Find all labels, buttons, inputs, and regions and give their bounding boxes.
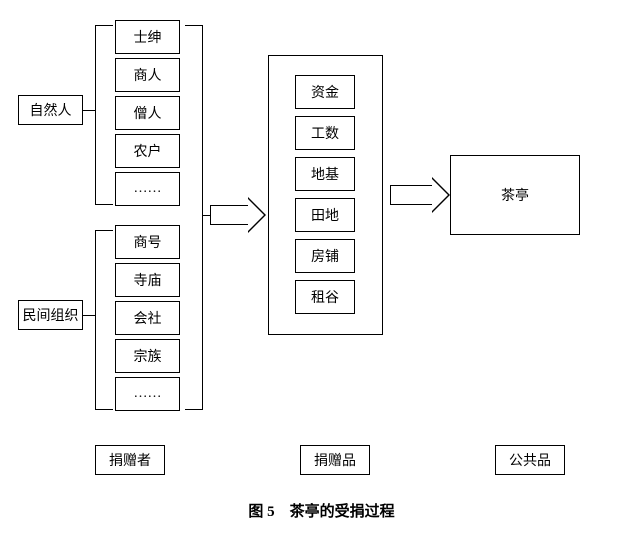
public-good: 茶亭 bbox=[450, 155, 580, 235]
donor-org-0: 商号 bbox=[115, 225, 180, 259]
stub-natural bbox=[83, 110, 95, 111]
donor-natural-0: 士绅 bbox=[115, 20, 180, 54]
category-org: 民间组织 bbox=[18, 300, 83, 330]
donor-natural-2: 僧人 bbox=[115, 96, 180, 130]
stub-to-arrow1 bbox=[203, 215, 210, 216]
donor-natural-3: 农户 bbox=[115, 134, 180, 168]
bottom-label-public: 公共品 bbox=[495, 445, 565, 475]
donor-org-1: 寺庙 bbox=[115, 263, 180, 297]
donor-natural-1: 商人 bbox=[115, 58, 180, 92]
bottom-label-donation: 捐赠品 bbox=[300, 445, 370, 475]
donation-1: 工数 bbox=[295, 116, 355, 150]
category-natural: 自然人 bbox=[18, 95, 83, 125]
donation-5: 租谷 bbox=[295, 280, 355, 314]
donation-3: 田地 bbox=[295, 198, 355, 232]
donor-org-3: 宗族 bbox=[115, 339, 180, 373]
donor-org-2: 会社 bbox=[115, 301, 180, 335]
stub-org bbox=[83, 315, 95, 316]
donor-natural-4: …… bbox=[115, 172, 180, 206]
donation-0: 资金 bbox=[295, 75, 355, 109]
bracket-natural bbox=[95, 25, 113, 205]
donation-4: 房铺 bbox=[295, 239, 355, 273]
bracket-org bbox=[95, 230, 113, 410]
bottom-label-donor: 捐赠者 bbox=[95, 445, 165, 475]
bracket-all-donors bbox=[185, 25, 203, 410]
arrow-1-body bbox=[210, 205, 248, 225]
arrow-2-body bbox=[390, 185, 432, 205]
donation-2: 地基 bbox=[295, 157, 355, 191]
figure-caption: 图 5 茶亭的受捐过程 bbox=[0, 500, 643, 521]
donor-org-4: …… bbox=[115, 377, 180, 411]
